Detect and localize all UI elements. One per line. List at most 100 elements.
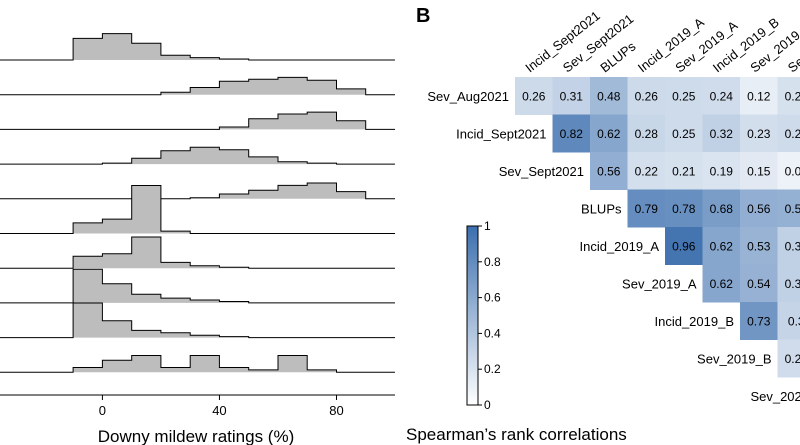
- heatmap-cell-value: 0.96: [672, 239, 696, 253]
- heatmap-cell: [590, 77, 628, 115]
- heatmap-cell: [665, 152, 703, 190]
- histogram-fill-Incid_2019_B: [0, 237, 395, 269]
- heatmap-cell: [740, 302, 778, 340]
- heatmap-cell: [515, 77, 553, 115]
- heatmap-cell-value: 0.25: [672, 127, 696, 141]
- heatmap-cell-value: 0.21: [672, 164, 696, 178]
- histogram-outline-Incid_Sept2021: [0, 76, 395, 96]
- heatmap-cell-value: 0.24: [710, 89, 734, 103]
- heatmap-cell: [627, 189, 666, 228]
- colorbar: 0 0.2 0.4 0.6 0.8 1: [466, 219, 501, 412]
- heatmap-cell-value: 0.3: [788, 314, 800, 328]
- heatmap-cell-value: 0.62: [597, 127, 621, 141]
- heatmap-cell-value: 0.09: [785, 164, 800, 178]
- heatmap-cell-value: 0.62: [710, 277, 734, 291]
- histogram-fill-Sev_Aug2021: [0, 33, 395, 60]
- histogram-fill-Incid_2022: [0, 355, 395, 373]
- heatmap-cell: [740, 264, 778, 303]
- histogram-outline-Sev_2019_B: [0, 268, 395, 304]
- heatmap-cell: [740, 152, 778, 190]
- heatmap-cell: [777, 189, 800, 228]
- histogram-fill-Sev_2022: [0, 303, 395, 338]
- heatmap-cell-value: 0.28: [635, 127, 659, 141]
- heatmap-cell-value: 0.19: [710, 164, 734, 178]
- heatmap-cell-value: 0.53: [747, 239, 771, 253]
- x-axis-title: Downy mildew ratings (%): [98, 427, 295, 445]
- histogram-outline-Sev_2022: [0, 302, 395, 339]
- x-tick-label: 40: [212, 403, 226, 418]
- colorbar-tick-label: 0.4: [484, 326, 501, 340]
- colorbar-tick-label: 0: [484, 398, 491, 412]
- heatmap-cell-value: 0.82: [560, 127, 584, 141]
- heatmap-cell-value: 0.56: [747, 202, 771, 216]
- heatmap-cell: [552, 114, 591, 153]
- heatmap-row-label: Incid_Sept2021: [456, 126, 546, 141]
- heatmap-cell: [590, 152, 628, 190]
- x-tick-label: 80: [329, 403, 343, 418]
- colorbar-tick-label: 0.8: [484, 255, 501, 269]
- heatmap-cell-value: 0.32: [785, 239, 800, 253]
- heatmap-cell-value: 0.56: [597, 164, 621, 178]
- heatmap-cell: [627, 114, 666, 153]
- heatmap-cell-value: 0.15: [747, 164, 771, 178]
- colorbar-tick-label: 0.6: [484, 291, 501, 305]
- heatmap-cell: [740, 189, 778, 228]
- heatmap-cell: [702, 77, 741, 115]
- heatmap-cell: [777, 339, 800, 378]
- x-tick-label: 0: [99, 403, 106, 418]
- colorbar-tick-label: 1: [484, 219, 491, 233]
- heatmap-cell-value: 0.25: [785, 127, 800, 141]
- x-axis-ticks: 0 40 80: [99, 395, 344, 418]
- heatmap-cell: [665, 77, 703, 115]
- colorbar-gradient: [466, 225, 479, 406]
- colorbar-title: Spearman’s rank correlations: [406, 425, 627, 444]
- heatmap-cell-value: 0.68: [710, 202, 734, 216]
- panel-label: B: [416, 5, 430, 27]
- heatmap-cell: [665, 114, 703, 153]
- heatmap-cell-value: 0.23: [747, 127, 771, 141]
- heatmap-cell: [777, 227, 800, 265]
- heatmap-row-label: Sev_Sept2021: [499, 164, 584, 179]
- heatmap-cell: [777, 114, 800, 153]
- heatmap-cell-value: 0.22: [635, 164, 659, 178]
- heatmap-cell-value: 0.73: [747, 314, 771, 328]
- heatmap-cell: [552, 77, 591, 115]
- histogram-outline-Sev_Aug2021: [0, 33, 395, 61]
- heatmap-cell-value: 0.31: [560, 89, 584, 103]
- heatmap-cell: [665, 227, 703, 265]
- colorbar-tick-label: 0.2: [484, 362, 501, 376]
- heatmap-cell: [702, 114, 741, 153]
- heatmap-cell: [702, 227, 741, 265]
- heatmap-cell: [777, 152, 800, 190]
- heatmap-cell-value: 0.32: [785, 277, 800, 291]
- heatmap-row-label: Incid_2019_A: [579, 239, 659, 254]
- histogram-outline-Sev_Sept2021: [0, 111, 395, 130]
- heatmap-cell: [740, 114, 778, 153]
- heatmap-row-label: Incid_2019_B: [654, 314, 734, 329]
- heatmap-cell-value: 0.26: [635, 89, 659, 103]
- heatmap-cell-value: 0.55: [785, 202, 800, 216]
- heatmap-cell-value: 0.79: [635, 202, 659, 216]
- heatmap-cell-value: 0.12: [747, 89, 771, 103]
- heatmap-row-label: BLUPs: [581, 201, 622, 216]
- histogram-fill-Incid_2019_A: [0, 183, 395, 199]
- heatmap-cell: [777, 264, 800, 303]
- heatmap-cell-value: 0.32: [710, 127, 734, 141]
- heatmap-cell-value: 0.21: [785, 89, 800, 103]
- histogram-fill-Sev_2019_B: [0, 269, 395, 303]
- heatmap-cell: [702, 152, 741, 190]
- heatmap-row-label: Sev_Aug2021: [427, 89, 509, 104]
- heatmap-cell: [665, 189, 703, 228]
- heatmap-cell: [702, 189, 741, 228]
- heatmap-cell: [777, 77, 800, 115]
- heatmap-cell-value: 0.25: [672, 89, 696, 103]
- histogram-outline-Incid_2019_B: [0, 236, 395, 269]
- heatmap-cell: [590, 114, 628, 153]
- heatmap-cell-value: 0.62: [710, 239, 734, 253]
- heatmap-cell-value: 0.78: [672, 202, 696, 216]
- heatmap-row-label: Sev_2019_B: [697, 351, 771, 366]
- histogram-outline-Incid_2022: [0, 355, 395, 373]
- heatmap-cell: [627, 77, 666, 115]
- heatmap-cell: [702, 264, 741, 303]
- heatmap-cell-value: 0.54: [747, 277, 771, 291]
